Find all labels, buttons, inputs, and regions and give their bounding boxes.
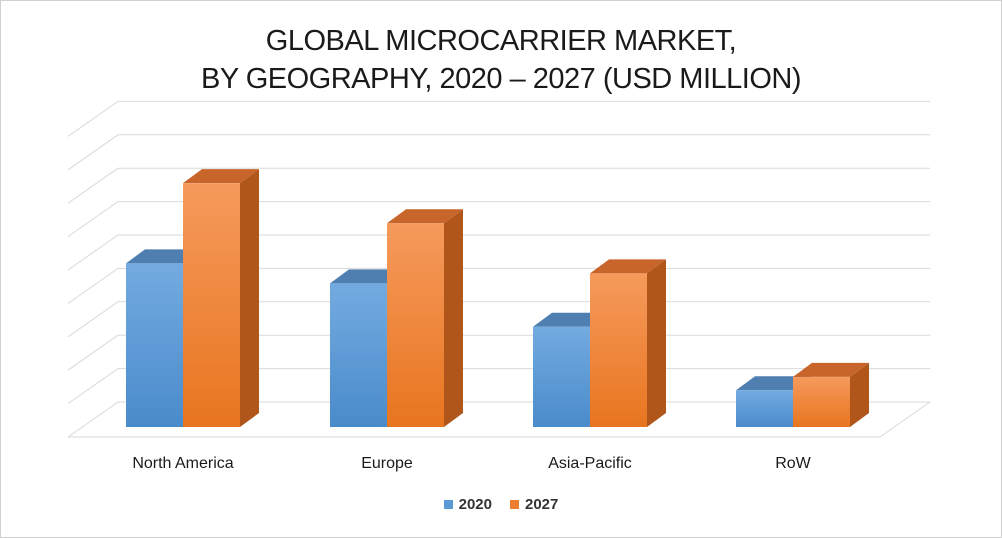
- legend-swatch-2027: [510, 500, 519, 509]
- bar-2027-europe-side: [444, 209, 463, 427]
- gridline-side: [67, 334, 119, 371]
- bar-2027-asia-pacific-side: [647, 259, 666, 427]
- gridline-side: [67, 201, 119, 238]
- bars: [126, 169, 869, 427]
- legend-label-2020: 2020: [458, 496, 492, 513]
- gridline-side: [67, 167, 119, 204]
- category-label-row: RoW: [775, 455, 811, 472]
- gridline-side: [67, 100, 119, 137]
- chart-title: GLOBAL MICROCARRIER MARKET, BY GEOGRAPHY…: [0, 22, 1002, 98]
- category-labels: North America Europe Asia-Pacific RoW: [132, 455, 811, 472]
- gridline-side: [67, 301, 119, 338]
- bar-2027-asia-pacific: [590, 273, 647, 427]
- category-label-north-america: North America: [132, 455, 233, 472]
- legend-item-2027: 2027: [510, 496, 558, 513]
- bar-2027-row: [793, 376, 850, 427]
- chart-title-line-1: GLOBAL MICROCARRIER MARKET,: [265, 25, 737, 57]
- bar-2027-row-side: [850, 362, 869, 427]
- bar-2020-asia-pacific: [533, 326, 590, 427]
- bar-2027-north-america: [183, 183, 240, 427]
- bar-2027-europe-top: [387, 209, 463, 224]
- category-label-europe: Europe: [361, 455, 413, 472]
- legend-label-2027: 2027: [525, 496, 559, 513]
- bar-2027-row-top: [793, 362, 869, 377]
- legend-item-2020: 2020: [443, 496, 492, 513]
- category-label-asia-pacific: Asia-Pacific: [548, 455, 632, 472]
- floor-right-edge: [879, 401, 931, 438]
- gridline-side: [67, 368, 119, 405]
- bar-2027-europe: [387, 223, 444, 427]
- gridline-side: [67, 401, 119, 438]
- bar-2027-north-america-top: [183, 169, 259, 184]
- bar-2020-europe: [330, 283, 387, 427]
- legend-swatch-2020: [443, 500, 453, 509]
- gridline-side: [67, 234, 119, 271]
- bar-2020-row: [736, 390, 793, 427]
- gridline-side: [67, 134, 119, 171]
- bar-2020-north-america: [126, 263, 183, 427]
- bar-2027-north-america-side: [240, 169, 259, 427]
- gridline-side: [67, 267, 119, 304]
- bar-2027-asia-pacific-top: [590, 259, 666, 274]
- chart-title-line-2: BY GEOGRAPHY, 2020 – 2027 (USD MILLION): [201, 63, 801, 95]
- legend: 2020 2027: [0, 496, 1002, 513]
